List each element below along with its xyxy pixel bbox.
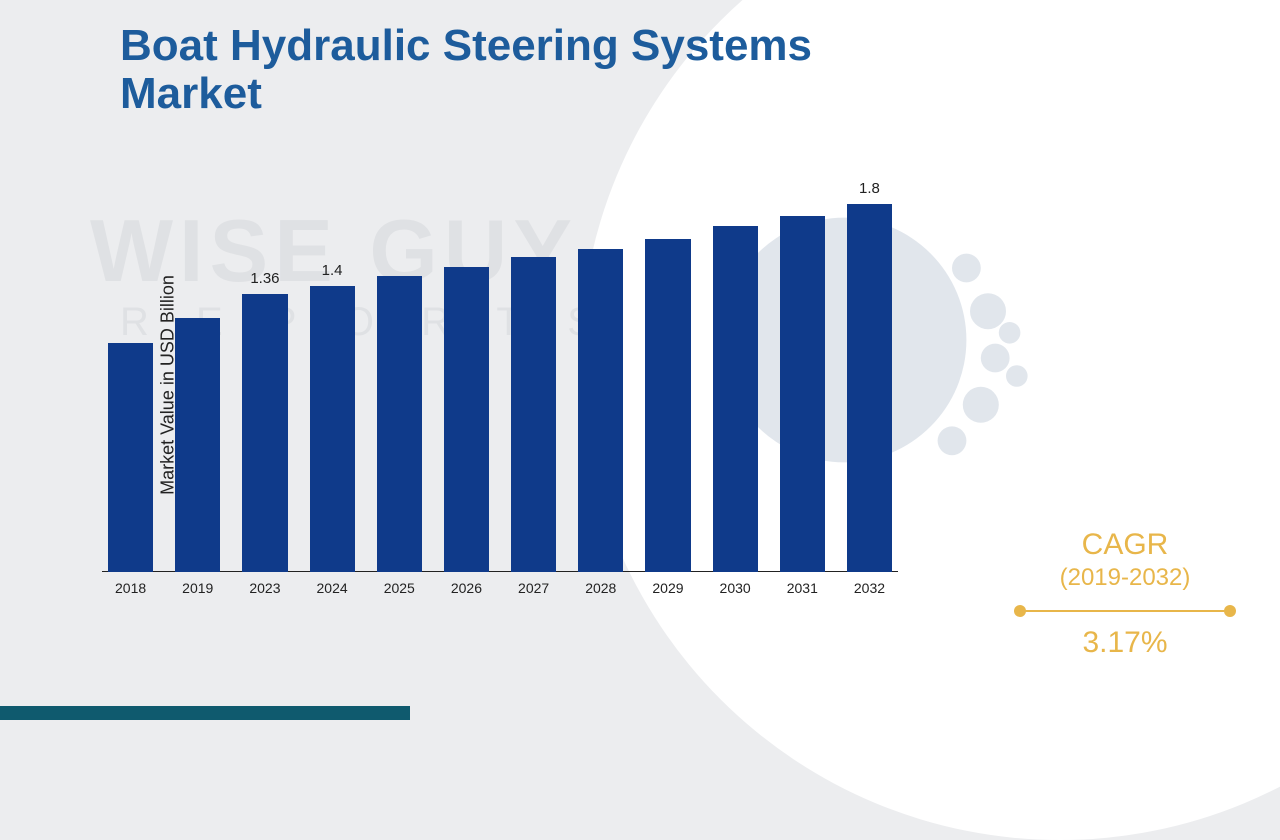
bar-2031: 2031: [780, 192, 825, 572]
bar-2018: 2018: [108, 319, 153, 572]
bar-chart: Market Value in USD Billion 201820191.36…: [68, 170, 898, 600]
bar-rect: [242, 294, 287, 572]
x-tick-label: 2026: [444, 580, 489, 596]
bar-rect: [108, 343, 153, 572]
bar-2027: 2027: [511, 233, 556, 572]
bar-rect: [847, 204, 892, 572]
x-tick-label: 2027: [511, 580, 556, 596]
bar-rect: [175, 318, 220, 572]
cagr-value: 3.17%: [1010, 626, 1240, 660]
cagr-label: CAGR: [1010, 528, 1240, 562]
bar-rect: [310, 286, 355, 572]
bar-rect: [780, 216, 825, 572]
bar-2029: 2029: [645, 215, 690, 572]
x-tick-label: 2032: [847, 580, 892, 596]
bar-2019: 2019: [175, 294, 220, 572]
cagr-block: CAGR (2019-2032) 3.17%: [1010, 528, 1240, 660]
x-tick-label: 2025: [377, 580, 422, 596]
x-tick-label: 2031: [780, 580, 825, 596]
bar-2028: 2028: [578, 225, 623, 572]
plot-area: 2018 2019 1.362023 1.42024 2025 2026 2027 2028 2…: [102, 170, 898, 572]
bar-rect: [444, 267, 489, 572]
bar-rect: [511, 257, 556, 572]
x-tick-label: 2028: [578, 580, 623, 596]
bars-container: 2018 2019 1.362023 1.42024 2025 2026 2027 2028 2…: [102, 170, 898, 572]
bar-rect: [645, 239, 690, 572]
x-tick-label: 2019: [175, 580, 220, 596]
bar-rect: [377, 276, 422, 572]
brand-head-icon: [990, 14, 1080, 104]
infographic-canvas: WISE GUY R E P O R T S Boat Hydraulic St…: [0, 0, 1280, 720]
bar-2032: 1.82032: [847, 180, 892, 572]
bar-2025: 2025: [377, 252, 422, 572]
cagr-period: (2019-2032): [1010, 564, 1240, 592]
bar-rect: [578, 249, 623, 572]
x-tick-label: 2024: [310, 580, 355, 596]
chart-title: Boat Hydraulic Steering Systems Market: [120, 22, 880, 119]
x-tick-label: 2018: [108, 580, 153, 596]
bar-2030: 2030: [713, 202, 758, 572]
bar-value-label: 1.36: [250, 270, 279, 288]
x-tick-label: 2023: [242, 580, 287, 596]
bar-value-label: 1.4: [322, 262, 343, 280]
bar-rect: [713, 226, 758, 572]
bar-2024: 1.42024: [310, 262, 355, 572]
bar-2023: 1.362023: [242, 270, 287, 572]
bar-value-label: 1.8: [859, 180, 880, 198]
x-tick-label: 2030: [713, 580, 758, 596]
footer-accent-bar: [0, 706, 410, 720]
cagr-divider: [1020, 610, 1230, 612]
x-tick-label: 2029: [645, 580, 690, 596]
bar-2026: 2026: [444, 243, 489, 572]
